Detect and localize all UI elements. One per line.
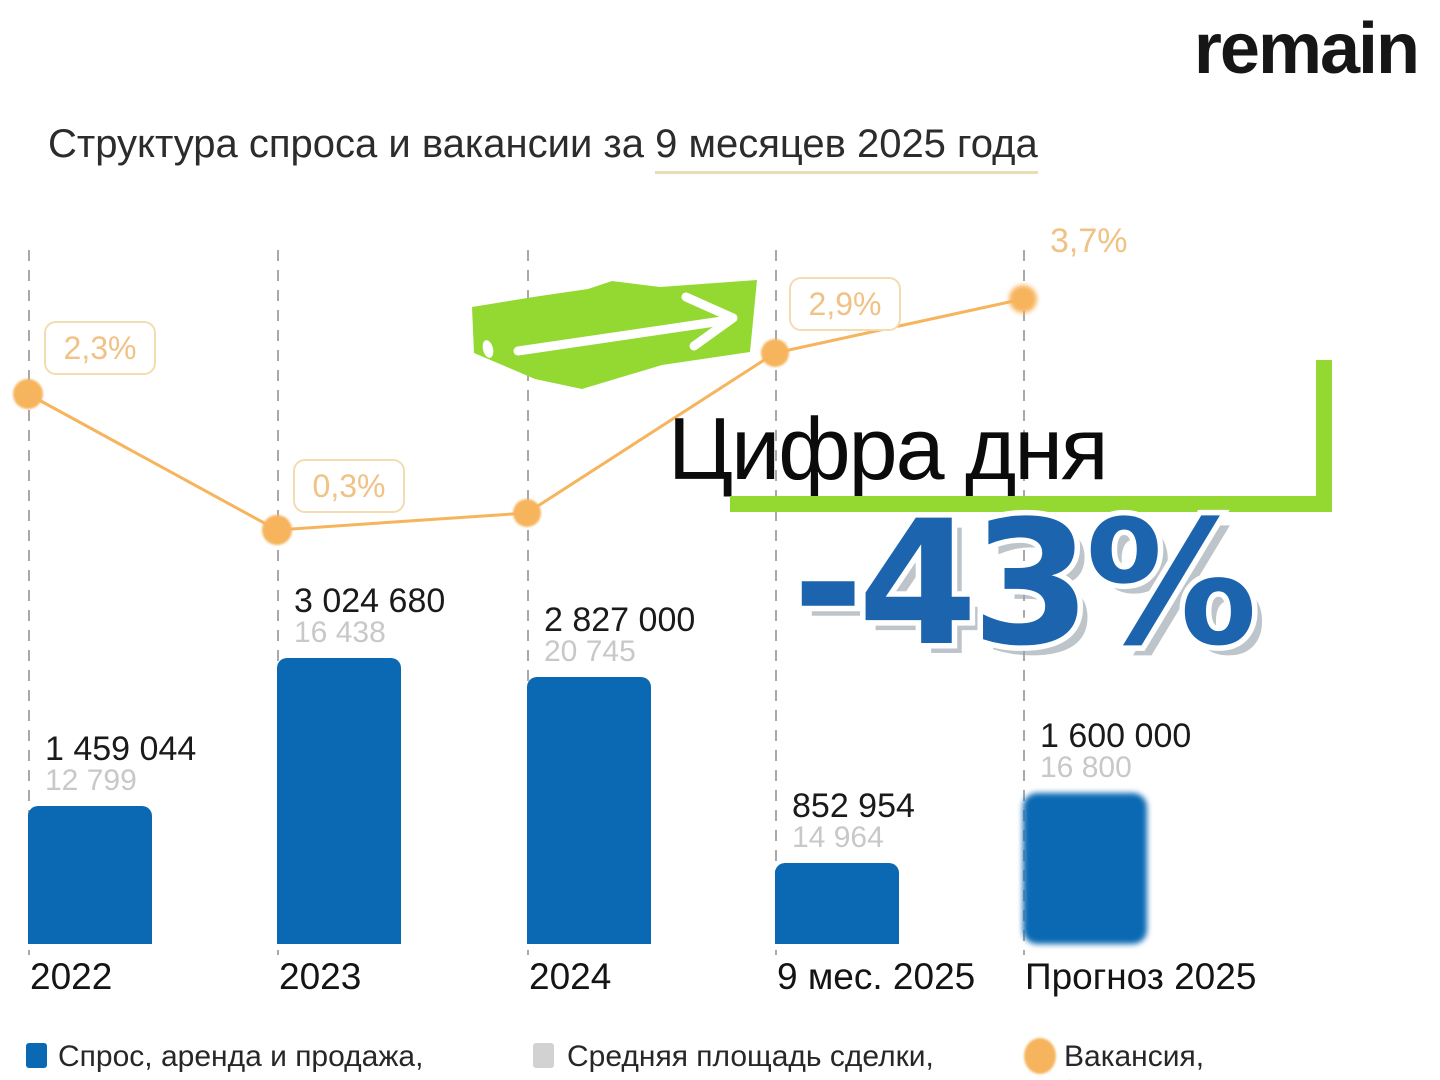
legend-label-vacancy: Вакансия, [1064, 1040, 1205, 1073]
area-value: 16 438 [294, 616, 386, 649]
arrow-icon-head [681, 292, 738, 351]
legend-sublabel-area: кв. м [567, 1074, 629, 1080]
demand-value: 3 024 680 [294, 582, 446, 620]
demand-value: 2 827 000 [544, 601, 696, 639]
demand-value: 1 459 044 [45, 730, 197, 768]
callout-heading: Цифра дня [668, 399, 1109, 498]
brand-logo: remain [1193, 9, 1420, 89]
bar-forecast-2025 [1023, 793, 1147, 944]
gridline [1023, 250, 1025, 955]
category-label: 9 мес. 2025 [777, 956, 976, 997]
arrow-icon [513, 316, 727, 356]
callout-frame-right [1316, 360, 1332, 512]
area-value: 16 800 [1040, 751, 1132, 784]
area-value: 20 745 [544, 635, 636, 668]
demand-value: 852 954 [792, 787, 915, 825]
category-label: 2023 [279, 956, 362, 997]
big-number-shadow: -43% [802, 495, 1262, 694]
gridline [527, 250, 529, 955]
demand-value: 1 600 000 [1040, 717, 1192, 755]
sticker-shape [472, 280, 757, 389]
vacancy-label-2022: 2,3% [44, 321, 156, 375]
area-value: 12 799 [45, 764, 137, 797]
legend-label-area: Средняя площадь сделки, [567, 1040, 934, 1073]
category-label: 2022 [30, 956, 113, 997]
category-label: Прогноз 2025 [1025, 956, 1257, 997]
bar-2023 [277, 658, 401, 944]
chart-title: Структура спроса и вакансии за 9 месяцев… [48, 122, 1038, 174]
legend-swatch-demand [26, 1043, 47, 1068]
chart-title-prefix: Структура спроса и вакансии за [48, 122, 656, 166]
bar-2022 [28, 806, 152, 944]
sticker-dot [482, 340, 494, 358]
bar-9m-2025 [775, 863, 899, 944]
gridline [28, 250, 30, 955]
legend-swatch-area [533, 1043, 554, 1068]
callout-frame-bottom [730, 496, 1332, 512]
gridline [277, 250, 279, 955]
legend-sublabel-vacancy: % [1064, 1074, 1089, 1080]
category-label: 2024 [529, 956, 612, 997]
chart-title-underlined: 9 месяцев 2025 года [655, 122, 1038, 174]
legend-label-demand: Спрос, аренда и продажа, [58, 1040, 424, 1073]
bar-2024 [527, 677, 651, 944]
legend-sublabel-demand: кв. м [58, 1074, 120, 1080]
vacancy-label-forecast-2025: 3,7% [1050, 222, 1128, 260]
vacancy-label-2023: 0,3% [293, 459, 405, 513]
area-value: 14 964 [792, 821, 884, 854]
big-number: -43% -43% [787, 495, 1268, 694]
legend-swatch-vacancy [1024, 1038, 1056, 1074]
gridline [775, 250, 777, 955]
vacancy-label-9m-2025: 2,9% [789, 277, 901, 331]
growth-arrow-sticker [472, 280, 757, 389]
